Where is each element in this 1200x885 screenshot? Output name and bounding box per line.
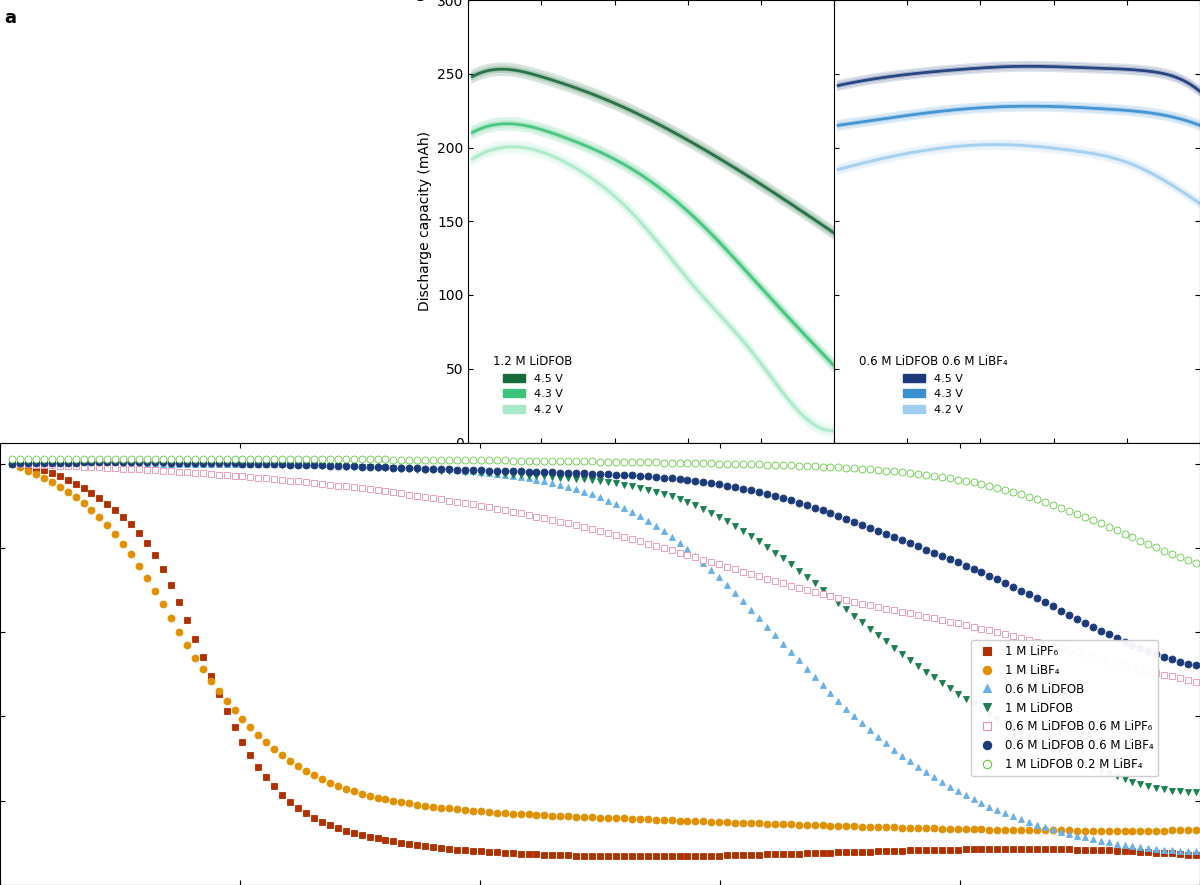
Text: c: c (414, 0, 424, 4)
Y-axis label: Discharge capacity (mAh): Discharge capacity (mAh) (418, 131, 432, 312)
X-axis label: Cycle: Cycle (632, 467, 671, 481)
Legend: 4.5 V, 4.3 V, 4.2 V: 4.5 V, 4.3 V, 4.2 V (854, 350, 1012, 419)
Text: d: d (805, 0, 817, 4)
X-axis label: Cycle: Cycle (998, 467, 1036, 481)
Legend: 1 M LiPF₆, 1 M LiBF₄, 0.6 M LiDFOB, 1 M LiDFOB, 0.6 M LiDFOB 0.6 M LiPF₆, 0.6 M : 1 M LiPF₆, 1 M LiBF₄, 0.6 M LiDFOB, 1 M … (971, 640, 1158, 776)
Text: a: a (5, 9, 17, 27)
Legend: 4.5 V, 4.3 V, 4.2 V: 4.5 V, 4.3 V, 4.2 V (488, 350, 577, 419)
